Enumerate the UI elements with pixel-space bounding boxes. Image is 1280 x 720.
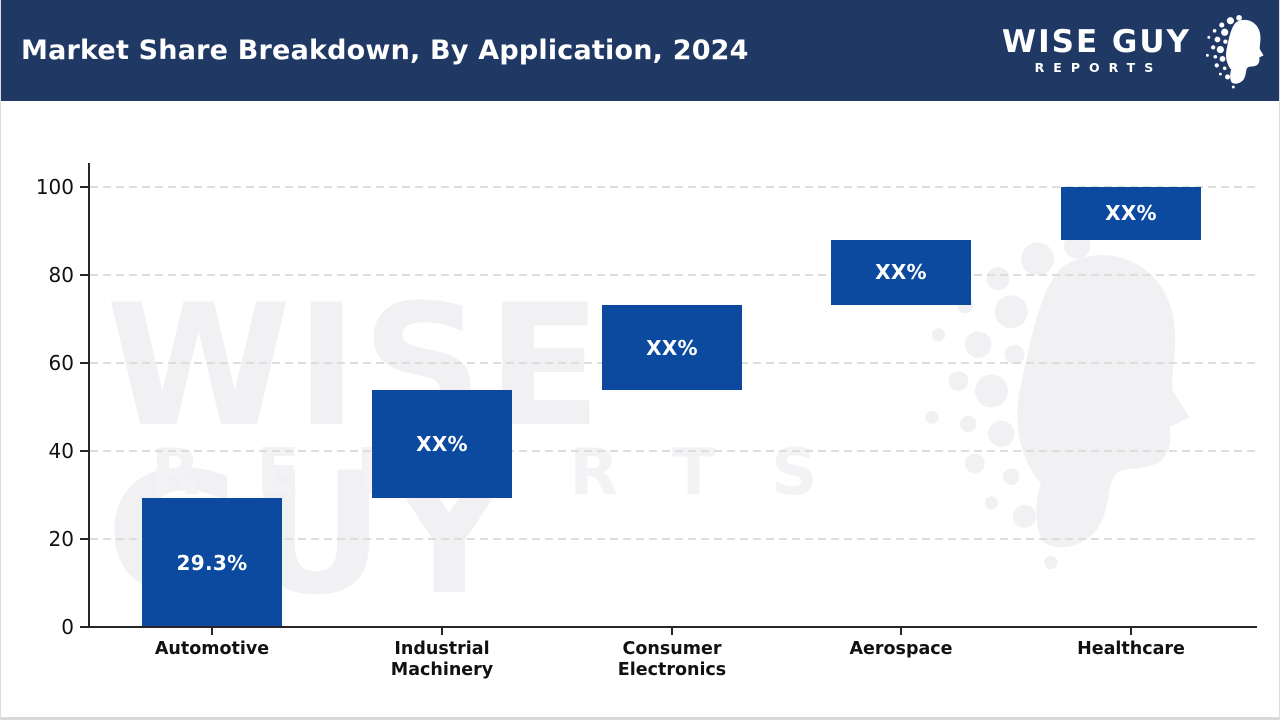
y-tick-mark-0 — [80, 626, 88, 628]
x-tick-mark — [211, 628, 213, 635]
bar-automotive: 29.3% — [142, 498, 282, 627]
y-tick-mark-40 — [80, 450, 88, 452]
y-tick-label-0: 0 — [61, 615, 74, 639]
page-title: Market Share Breakdown, By Application, … — [21, 35, 749, 66]
bar-value-label: 29.3% — [176, 550, 248, 575]
x-tick-mark — [900, 628, 902, 635]
gridline-20 — [90, 538, 1256, 540]
bar-consumer-electronics: XX% — [602, 304, 742, 391]
wise-guy-reports-logo: WISE GUY REPORTS — [1002, 13, 1265, 89]
y-tick-mark-60 — [80, 362, 88, 364]
bar-value-label: XX% — [1105, 201, 1157, 226]
bar-value-label: XX% — [646, 335, 698, 360]
logo-text: WISE GUY REPORTS — [1001, 23, 1191, 75]
y-tick-mark-20 — [80, 538, 88, 540]
y-tick-label-80: 80 — [48, 263, 74, 287]
x-category-label: Consumer Electronics — [617, 639, 727, 680]
logo-subtitle: REPORTS — [1034, 59, 1163, 75]
gridline-100 — [90, 186, 1256, 188]
x-category-label: Healthcare — [1077, 639, 1185, 659]
y-tick-mark-100 — [80, 186, 88, 188]
gridline-40 — [90, 450, 1256, 452]
y-tick-label-60: 60 — [48, 351, 74, 375]
x-tick-mark — [441, 628, 443, 635]
bottom-border — [1, 717, 1279, 720]
gridline-80 — [90, 274, 1256, 276]
y-axis-spine — [88, 163, 90, 628]
bar-aerospace: XX% — [831, 239, 971, 305]
x-axis-spine — [88, 626, 1257, 628]
y-tick-label-20: 20 — [48, 527, 74, 551]
bar-industrial-machinery: XX% — [372, 390, 512, 499]
y-tick-label-40: 40 — [48, 439, 74, 463]
y-tick-mark-80 — [80, 274, 88, 276]
bar-value-label: XX% — [875, 260, 927, 285]
y-tick-label-100: 100 — [35, 175, 74, 199]
x-category-label: Automotive — [154, 639, 270, 659]
x-tick-mark — [671, 628, 673, 635]
logo-face-icon — [1205, 14, 1264, 88]
bar-healthcare: XX% — [1061, 187, 1201, 240]
x-category-label: Aerospace — [849, 639, 953, 659]
x-category-label: Industrial Machinery — [390, 639, 494, 680]
bar-value-label: XX% — [416, 432, 468, 457]
x-tick-mark — [1130, 628, 1132, 635]
logo-wordmark: WISE GUY — [1001, 23, 1191, 60]
header-bar: Market Share Breakdown, By Application, … — [1, 0, 1279, 101]
